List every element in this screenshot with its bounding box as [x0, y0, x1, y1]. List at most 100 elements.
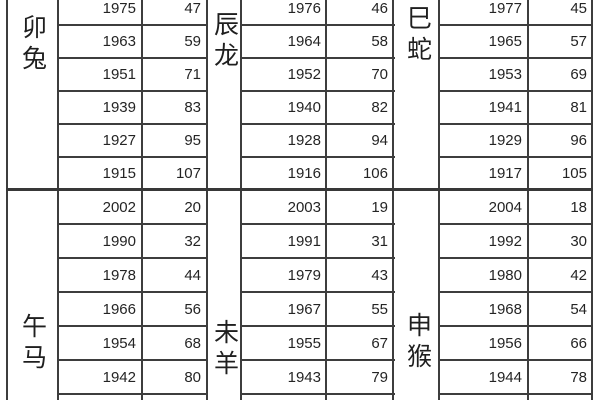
grid-line-horizontal	[242, 24, 395, 26]
year-cell: 1916	[287, 165, 321, 182]
year-cell: 1980	[488, 266, 522, 284]
grid-line-horizontal	[440, 123, 593, 125]
year-cell: 1963	[102, 33, 136, 50]
grid-line-vertical	[438, 0, 440, 400]
age-cell: 58	[371, 33, 388, 50]
zodiac-label-snake: 巳蛇	[403, 5, 432, 67]
table-row: 1990 32	[58, 224, 207, 258]
table-row: 1944 78	[440, 360, 593, 394]
year-cell: 1915	[102, 165, 136, 182]
grid-line-horizontal	[242, 291, 395, 293]
year-cell: 1975	[102, 0, 136, 17]
age-cell: 59	[184, 33, 201, 50]
year-cell: 2004	[488, 198, 522, 216]
table-row: 1941 81	[440, 91, 593, 124]
grid-line-horizontal	[242, 359, 395, 361]
age-cell: 79	[371, 368, 388, 386]
table-row: 1916 106	[242, 157, 394, 190]
subgrid-horse: 2002 20 1990 32 1978 44 1966 56 1954 68 1942 80	[58, 190, 207, 394]
table-row: 1940 82	[242, 91, 394, 124]
year-cell: 1927	[102, 132, 136, 149]
grid-line-horizontal	[58, 90, 208, 92]
year-cell: 1978	[102, 266, 136, 284]
grid-line-horizontal	[58, 393, 208, 395]
grid-line-horizontal	[58, 123, 208, 125]
grid-line-horizontal	[242, 393, 395, 395]
table-row: 1954 68	[58, 326, 207, 360]
age-cell: 30	[570, 232, 587, 250]
grid-line-horizontal	[58, 24, 208, 26]
grid-line-vertical	[591, 0, 593, 400]
grid-line-vertical	[325, 0, 327, 400]
year-cell: 1956	[488, 334, 522, 352]
age-cell: 80	[184, 368, 201, 386]
grid-line-horizontal	[242, 325, 395, 327]
grid-line-horizontal	[440, 57, 593, 59]
table-row: 2004 18	[440, 190, 593, 224]
table-row: 1980 42	[440, 258, 593, 292]
table-row: 1953 69	[440, 58, 593, 91]
year-cell: 1929	[488, 132, 522, 149]
grid-line-horizontal	[58, 325, 208, 327]
zodiac-label-monkey: 申猴	[403, 312, 432, 374]
age-cell: 67	[371, 334, 388, 352]
age-cell: 106	[362, 165, 388, 182]
table-row: 1943 79	[242, 360, 394, 394]
age-cell: 81	[570, 99, 587, 116]
year-cell: 1991	[287, 232, 321, 250]
grid-line-vertical	[6, 0, 8, 400]
age-cell: 31	[371, 232, 388, 250]
table-row: 1915 107	[58, 157, 207, 190]
age-cell: 71	[184, 66, 201, 83]
age-cell: 43	[371, 266, 388, 284]
year-cell: 1979	[287, 266, 321, 284]
grid-line-horizontal	[440, 156, 593, 158]
grid-line-horizontal	[242, 57, 395, 59]
table-row: 1927 95	[58, 124, 207, 157]
year-cell: 1990	[102, 232, 136, 250]
table-row: 2003 19	[242, 190, 394, 224]
grid-line-vertical	[141, 0, 143, 400]
age-cell: 83	[184, 99, 201, 116]
table-row: 1956 66	[440, 326, 593, 360]
zodiac-label-rabbit: 卯兔	[18, 14, 47, 76]
year-cell: 1976	[287, 0, 321, 17]
table-row: 1964 58	[242, 25, 394, 58]
table-row: 1963 59	[58, 25, 207, 58]
age-cell: 105	[561, 165, 587, 182]
grid-line-horizontal	[440, 325, 593, 327]
age-cell: 44	[184, 266, 201, 284]
table-row: 1979 43	[242, 258, 394, 292]
age-cell: 54	[570, 300, 587, 318]
zodiac-label-horse: 午马	[18, 313, 47, 375]
subgrid-rabbit: 1975 47 1963 59 1951 71 1939 83 1927 95 1915 107	[58, 0, 207, 190]
subgrid-dragon: 1976 46 1964 58 1952 70 1940 82 1928 94 1916 106	[242, 0, 394, 190]
grid-line-horizontal	[242, 223, 395, 225]
grid-line-vertical	[240, 0, 242, 400]
table-row: 1955 67	[242, 326, 394, 360]
table-row: 1966 56	[58, 292, 207, 326]
year-cell: 1953	[488, 66, 522, 83]
age-cell: 46	[371, 0, 388, 17]
grid-line-horizontal	[242, 123, 395, 125]
age-cell: 82	[371, 99, 388, 116]
subgrid-snake: 1977 45 1965 57 1953 69 1941 81 1929 96 1917 105	[440, 0, 593, 190]
grid-line-vertical	[206, 0, 208, 400]
age-cell: 55	[371, 300, 388, 318]
table-row: 1942 80	[58, 360, 207, 394]
age-cell: 47	[184, 0, 201, 17]
age-cell: 20	[184, 198, 201, 216]
grid-line-horizontal	[440, 24, 593, 26]
year-cell: 1943	[287, 368, 321, 386]
year-cell: 1952	[287, 66, 321, 83]
year-cell: 1928	[287, 132, 321, 149]
year-cell: 1954	[102, 334, 136, 352]
age-cell: 18	[570, 198, 587, 216]
grid-line-horizontal	[58, 257, 208, 259]
grid-line-horizontal	[440, 291, 593, 293]
grid-line-horizontal	[242, 90, 395, 92]
table-row: 1978 44	[58, 258, 207, 292]
age-cell: 32	[184, 232, 201, 250]
age-cell: 56	[184, 300, 201, 318]
zodiac-label-goat: 未羊	[210, 319, 239, 381]
